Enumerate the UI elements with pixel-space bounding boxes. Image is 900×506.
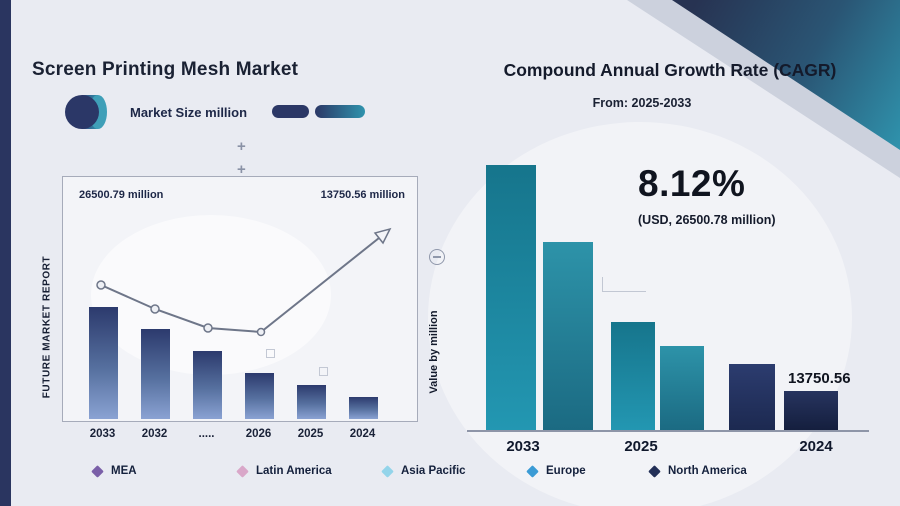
market-bar-2025 — [297, 385, 326, 419]
market-bar-2026 — [245, 373, 274, 419]
left-x-label: 2024 — [349, 428, 376, 440]
legend-label: MEA — [111, 465, 137, 477]
market-size-legend: Market Size million — [64, 92, 247, 132]
left-x-label: 2025 — [297, 428, 324, 440]
legend-label: Asia Pacific — [401, 465, 466, 477]
legend-label: Latin America — [256, 465, 332, 477]
bar-value-label: 13750.56 — [788, 370, 851, 387]
right-chart-title: Compound Annual Growth Rate (CAGR) — [503, 60, 837, 80]
left-x-label: 2032 — [141, 428, 168, 440]
market-size-label: Market Size million — [130, 104, 248, 120]
left-x-label: ..... — [198, 428, 215, 440]
value-2024: 13750.56 million — [320, 189, 405, 201]
left-x-label: 2033 — [89, 428, 116, 440]
decor-pill-navy — [272, 105, 309, 118]
legend-item-latin-america: Latin America — [236, 464, 332, 478]
decor-pill-teal — [315, 105, 365, 118]
legend-item-mea: MEA — [91, 464, 137, 478]
circle-minus-icon — [429, 249, 445, 265]
cagr-basis: (USD, 26500.78 million) — [638, 213, 776, 227]
left-y-axis-label: FUTURE MARKET REPORT — [41, 255, 53, 399]
diamond-icon — [381, 464, 394, 478]
chart-watermark-blob — [91, 215, 331, 375]
market-size-chart: 26500.79 million 13750.56 million — [62, 176, 418, 422]
plus-decor-icon — [237, 138, 246, 155]
legend-item-asia-pacific: Asia Pacific — [381, 464, 466, 478]
market-bar-2024 — [349, 397, 378, 419]
cylinder-icon — [65, 95, 107, 129]
decor-corner-lines — [602, 277, 646, 292]
value-2033: 26500.79 million — [79, 189, 164, 201]
left-chart-title: Screen Printing Mesh Market — [32, 59, 299, 80]
right-y-axis-label: Value by million — [428, 310, 440, 394]
decor-square — [319, 367, 328, 376]
diamond-icon — [236, 464, 249, 478]
diamond-icon — [91, 464, 104, 478]
right-x-axis — [467, 430, 869, 432]
right-chart-subtitle: From: 2025-2033 — [592, 96, 692, 110]
left-accent-strip — [0, 0, 11, 506]
left-x-label: 2026 — [245, 428, 272, 440]
cagr-value: 8.12% — [638, 163, 746, 204]
decor-square — [266, 349, 275, 358]
